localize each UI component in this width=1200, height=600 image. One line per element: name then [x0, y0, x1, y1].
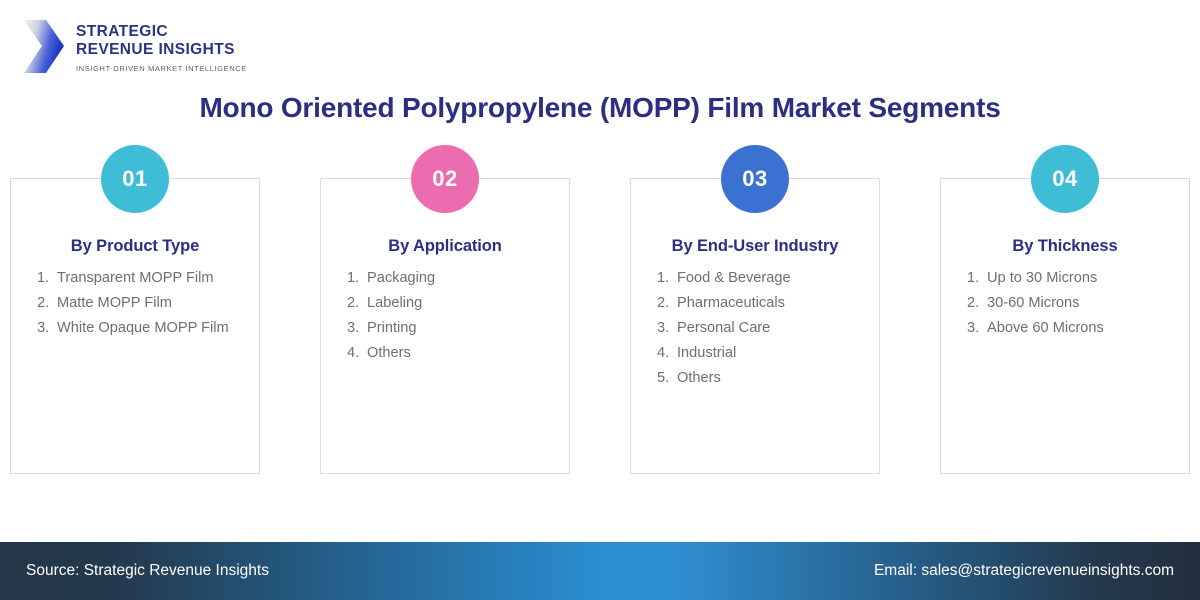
list-item-number: 3.	[657, 320, 670, 336]
list-item: 2. Pharmaceuticals	[657, 291, 867, 316]
list-item-number: 1.	[657, 270, 670, 286]
segment-heading: By Application	[388, 237, 502, 255]
segment-card-list: 01 By Product Type 1. Transparent MOPP Film…	[10, 145, 1190, 474]
list-item-number: 4.	[347, 345, 360, 361]
segment-number-badge: 04	[1031, 145, 1099, 213]
list-item-number: 3.	[347, 320, 360, 336]
segment-item-list: 1. Up to 30 Microns 2. 30-60 Microns 3. Above…	[953, 266, 1177, 341]
segment-heading: By End-User Industry	[671, 237, 839, 255]
segment-card: 01 By Product Type 1. Transparent MOPP Film…	[10, 145, 260, 474]
list-item-label: Packaging	[367, 270, 436, 286]
list-item: 3. White Opaque MOPP Film	[37, 316, 247, 341]
segment-heading: By Product Type	[70, 237, 200, 255]
list-item-label: Printing	[367, 320, 417, 336]
list-item-label: Pharmaceuticals	[677, 295, 785, 311]
list-item-label: Above 60 Microns	[987, 320, 1104, 336]
segment-number-badge: 02	[411, 145, 479, 213]
footer-email: Email: sales@strategicrevenueinsights.co…	[873, 562, 1174, 579]
segment-item-list: 1. Transparent MOPP Film 2. Matte MOPP Film…	[23, 266, 247, 341]
list-item: 2. Labeling	[347, 291, 557, 316]
list-item: 2. 30-60 Microns	[967, 291, 1177, 316]
page-title: Mono Oriented Polypropylene (MOPP) Film …	[199, 92, 1001, 123]
segment-number-badge: 01	[101, 145, 169, 213]
list-item-number: 3.	[37, 320, 50, 336]
segment-item-list: 1. Food & Beverage 2. Pharmaceuticals 3. Pers…	[643, 266, 867, 391]
list-item-number: 4.	[657, 345, 670, 361]
brand-name-line1: STRATEGIC	[76, 23, 169, 41]
list-item-label: Others	[367, 345, 411, 361]
segment-item-list: 1. Packaging 2. Labeling 3. Printing 4. Others	[333, 266, 557, 366]
segment-number-badge: 03	[721, 145, 789, 213]
segment-heading: By Thickness	[1012, 237, 1118, 255]
list-item-number: 1.	[347, 270, 360, 286]
list-item: 3. Personal Care	[657, 316, 867, 341]
list-item-number: 5.	[657, 370, 670, 386]
list-item-label: Others	[677, 370, 721, 386]
list-item: 1. Up to 30 Microns	[967, 266, 1177, 291]
list-item-number: 3.	[967, 320, 980, 336]
list-item-label: 30-60 Microns	[987, 295, 1080, 311]
footer-source: Source: Strategic Revenue Insights	[26, 562, 269, 579]
segment-card: 02 By Application 1. Packaging 2. Labeling 3. P…	[320, 145, 570, 474]
list-item-label: Matte MOPP Film	[57, 295, 172, 311]
brand-tagline: INSIGHT-DRIVEN MARKET INTELLIGENCE	[76, 63, 247, 73]
segment-card: 03 By End-User Industry 1. Food & Beverage 2…	[630, 145, 880, 474]
chevron-arrow-icon	[24, 20, 64, 73]
list-item: 1. Food & Beverage	[657, 266, 867, 291]
list-item: 5. Others	[657, 366, 867, 391]
brand-logo: STRATEGIC REVENUE INSIGHTS INSIGHT-DRIVE…	[22, 18, 247, 76]
list-item-label: Industrial	[677, 345, 737, 361]
list-item: 4. Others	[347, 341, 557, 366]
list-item-number: 1.	[37, 270, 50, 286]
list-item-number: 2.	[967, 295, 980, 311]
list-item: 3. Above 60 Microns	[967, 316, 1177, 341]
list-item: 3. Printing	[347, 316, 557, 341]
list-item-number: 1.	[967, 270, 980, 286]
list-item-label: White Opaque MOPP Film	[57, 320, 229, 336]
list-item-number: 2.	[347, 295, 360, 311]
list-item-label: Up to 30 Microns	[987, 270, 1098, 286]
brand-name-line2: REVENUE INSIGHTS	[76, 40, 235, 58]
list-item: 4. Industrial	[657, 341, 867, 366]
list-item-label: Transparent MOPP Film	[57, 270, 214, 286]
list-item-label: Personal Care	[677, 320, 771, 336]
segment-card: 04 By Thickness 1. Up to 30 Microns 2. 30-60 …	[940, 145, 1190, 474]
footer-bar: Source: Strategic Revenue Insights Email…	[0, 542, 1200, 600]
list-item-label: Food & Beverage	[677, 270, 791, 286]
list-item: 1. Packaging	[347, 266, 557, 291]
list-item-number: 2.	[37, 295, 50, 311]
list-item-number: 2.	[657, 295, 670, 311]
list-item-label: Labeling	[367, 295, 423, 311]
list-item: 2. Matte MOPP Film	[37, 291, 247, 316]
list-item: 1. Transparent MOPP Film	[37, 266, 247, 291]
